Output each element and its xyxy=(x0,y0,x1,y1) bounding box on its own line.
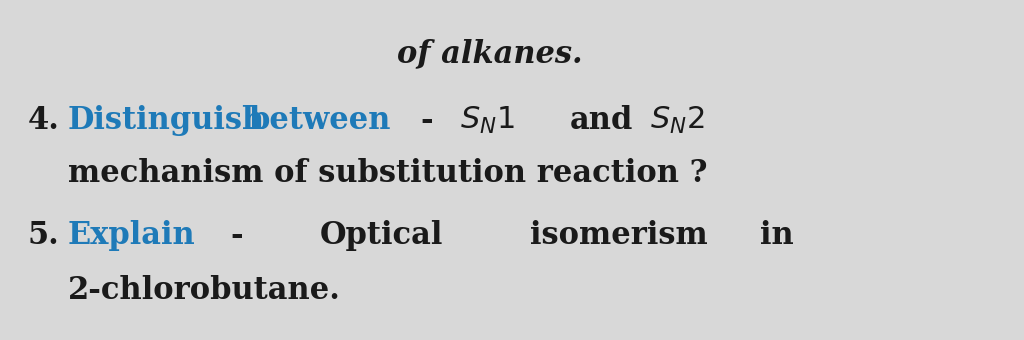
Text: Optical: Optical xyxy=(319,220,443,251)
Text: mechanism of substitution reaction ?: mechanism of substitution reaction ? xyxy=(68,158,708,189)
Text: -: - xyxy=(230,220,243,251)
Text: isomerism: isomerism xyxy=(530,220,708,251)
Text: -: - xyxy=(420,105,432,136)
Text: and: and xyxy=(570,105,634,136)
Text: Explain: Explain xyxy=(68,220,196,251)
Text: 5.: 5. xyxy=(28,220,59,251)
Text: of alkanes.: of alkanes. xyxy=(397,38,583,69)
Text: 2-chlorobutane.: 2-chlorobutane. xyxy=(68,275,341,306)
Text: Distinguish: Distinguish xyxy=(68,105,265,136)
Text: between: between xyxy=(248,105,390,136)
Text: in: in xyxy=(760,220,794,251)
Text: $\mathit{S}_N$$\mathit{2}$: $\mathit{S}_N$$\mathit{2}$ xyxy=(650,105,705,136)
Text: $\mathit{S}_N$$\mathit{1}$: $\mathit{S}_N$$\mathit{1}$ xyxy=(460,105,515,136)
Text: 4.: 4. xyxy=(28,105,59,136)
